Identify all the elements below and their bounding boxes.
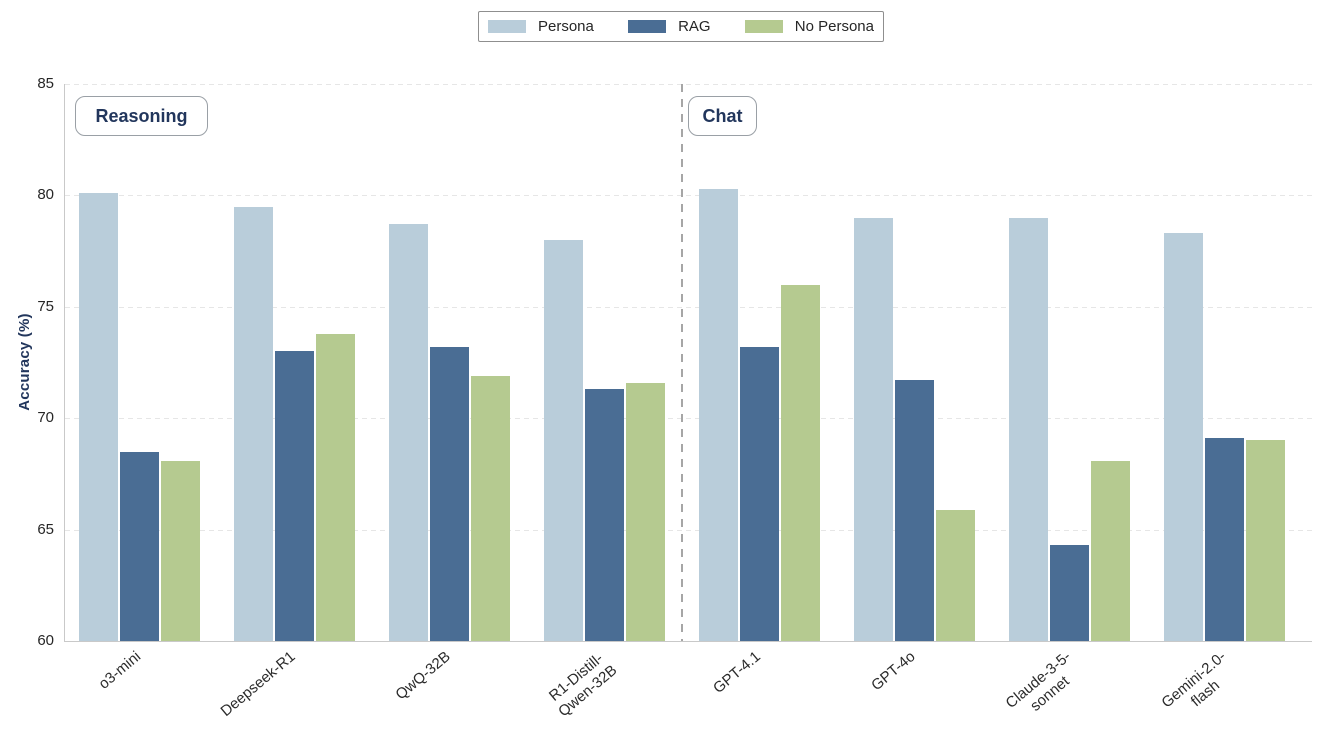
x-axis-line bbox=[64, 641, 1312, 642]
y-tick-label-75: 75 bbox=[37, 297, 54, 315]
persona-color-swatch bbox=[488, 20, 526, 33]
y-tick-label-65: 65 bbox=[37, 520, 54, 538]
bar-rag-claude-3-5-sonnet bbox=[1049, 545, 1089, 641]
bar-no-persona-qwq-32b bbox=[470, 375, 510, 641]
bar-no-persona-gpt-4o bbox=[935, 509, 975, 641]
bar-persona-gemini-2-0-flash bbox=[1163, 233, 1203, 641]
bar-persona-gpt-4-1 bbox=[698, 188, 738, 641]
legend-item-rag: RAG bbox=[628, 18, 711, 35]
bar-persona-gpt-4o bbox=[853, 217, 893, 641]
y-gridline-80 bbox=[65, 195, 1312, 197]
bar-no-persona-r1-distill-qwen-32b bbox=[625, 382, 665, 641]
y-tick-label-70: 70 bbox=[37, 409, 54, 427]
bar-rag-gpt-4-1 bbox=[739, 346, 779, 641]
rag-color-swatch bbox=[628, 20, 667, 33]
x-tick-label-gemini-2-0-flash: Gemini-2.0- flash bbox=[1157, 648, 1229, 712]
bar-no-persona-gpt-4-1 bbox=[780, 284, 820, 641]
legend-label-rag: RAG bbox=[678, 18, 711, 35]
bar-rag-gpt-4o bbox=[894, 380, 934, 641]
legend-item-persona: Persona bbox=[488, 18, 594, 35]
legend-label-persona: Persona bbox=[538, 18, 594, 35]
y-axis-title: Accuracy (%) bbox=[16, 313, 33, 411]
reasoning-group-badge: Reasoning bbox=[75, 96, 208, 136]
bar-no-persona-gemini-2-0-flash bbox=[1245, 440, 1285, 641]
x-tick-label-claude-3-5-sonnet: Claude-3-5- sonnet bbox=[1002, 648, 1074, 715]
y-gridline-65 bbox=[65, 529, 1312, 531]
legend-label-no-persona: No Persona bbox=[794, 18, 874, 35]
y-tick-label-60: 60 bbox=[37, 632, 54, 649]
bar-persona-r1-distill-qwen-32b bbox=[543, 239, 583, 641]
bar-rag-o3-mini bbox=[119, 451, 159, 641]
bar-no-persona-claude-3-5-sonnet bbox=[1090, 460, 1130, 641]
y-tick-label-80: 80 bbox=[37, 186, 54, 204]
chat-group-badge: Chat bbox=[688, 96, 757, 136]
bar-persona-o3-mini bbox=[78, 193, 118, 641]
bar-no-persona-o3-mini bbox=[160, 460, 200, 641]
x-tick-label-r1-distill-qwen-32b: R1-Distill- Qwen-32B bbox=[545, 649, 621, 721]
bar-persona-claude-3-5-sonnet bbox=[1008, 217, 1048, 641]
bar-rag-r1-distill-qwen-32b bbox=[584, 389, 624, 641]
y-gridline-75 bbox=[65, 306, 1312, 308]
y-gridline-85 bbox=[65, 84, 1312, 85]
bar-rag-gemini-2-0-flash bbox=[1204, 438, 1244, 641]
bar-persona-qwq-32b bbox=[388, 224, 428, 641]
y-tick-label-85: 85 bbox=[37, 75, 54, 92]
x-tick-anchor-gemini-2-0-flash: Gemini-2.0- flash bbox=[998, 648, 1229, 711]
bar-rag-deepseek-r1 bbox=[274, 351, 314, 641]
x-tick-label-deepseek-r1: Deepseek-R1 bbox=[217, 648, 299, 720]
legend-box: Persona RAG No Persona bbox=[478, 11, 884, 42]
legend-item-no-persona: No Persona bbox=[744, 18, 874, 35]
bar-no-persona-deepseek-r1 bbox=[315, 333, 355, 641]
bar-persona-deepseek-r1 bbox=[233, 206, 273, 641]
group-separator-dashed-line bbox=[681, 84, 683, 641]
y-gridline-70 bbox=[65, 418, 1312, 420]
no-persona-color-swatch bbox=[744, 20, 783, 33]
bar-rag-qwq-32b bbox=[429, 346, 469, 641]
y-axis-line bbox=[64, 84, 65, 641]
